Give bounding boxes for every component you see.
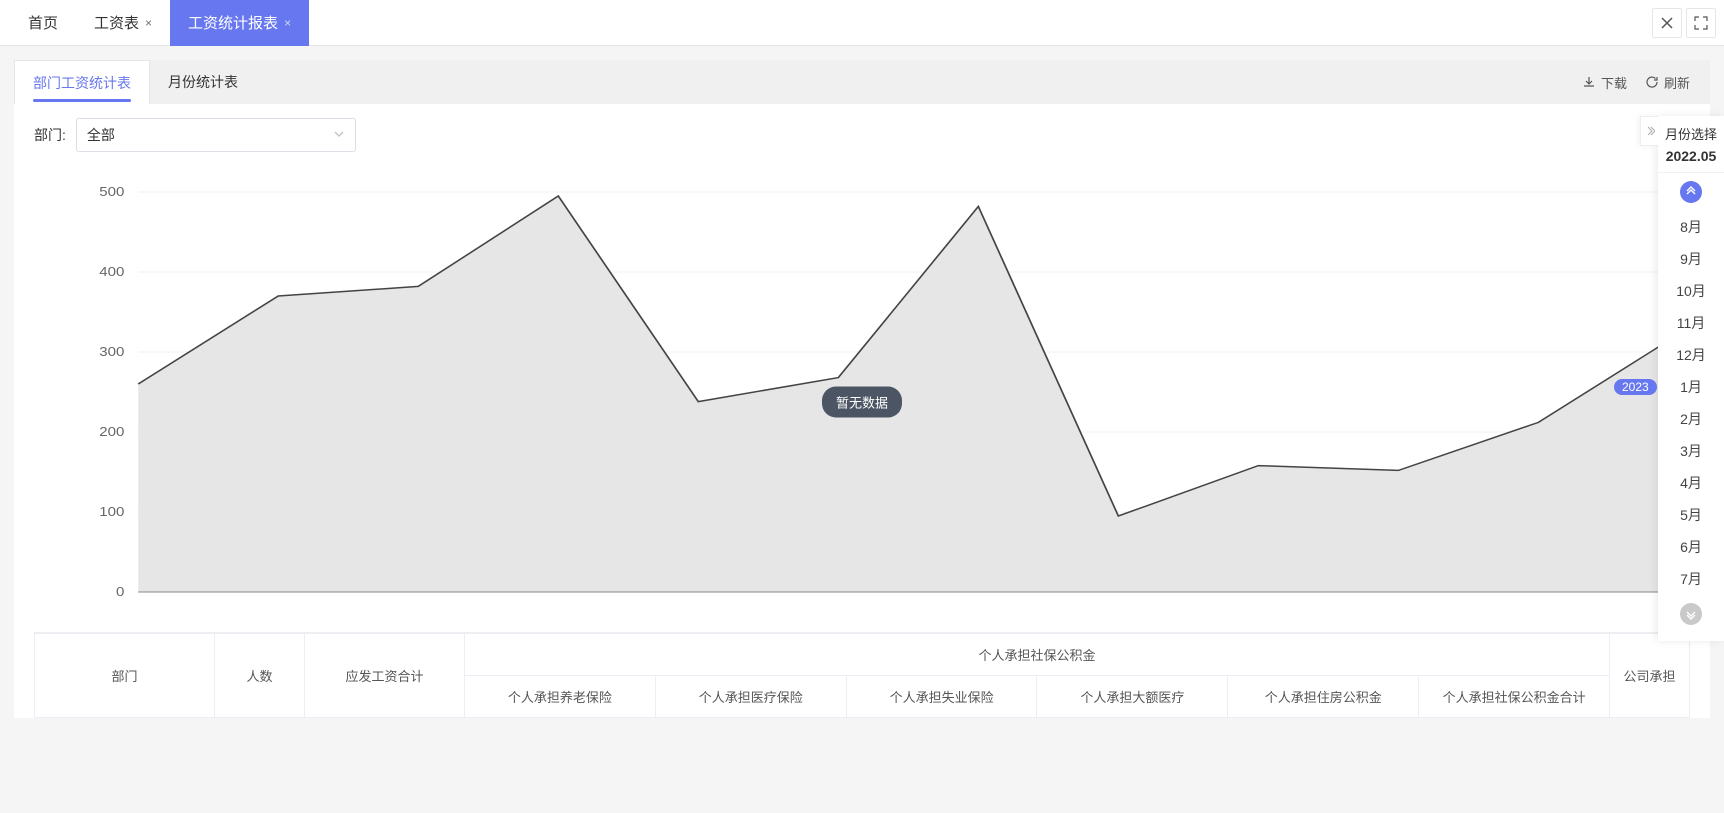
chart-empty-tooltip: 暂无数据 [822,387,902,418]
fullscreen-icon[interactable] [1686,8,1716,38]
month-item[interactable]: 8月 [1658,211,1724,243]
month-item[interactable]: 3月 [1658,435,1724,467]
close-icon[interactable]: × [145,16,152,30]
table-header-company-partial: 公司承担 [1610,634,1690,718]
top-tab-label: 工资表 [94,12,139,33]
month-item[interactable]: 12月 [1658,339,1724,371]
svg-text:300: 300 [99,344,124,359]
scroll-up-icon[interactable] [1680,181,1702,203]
refresh-button[interactable]: 刷新 [1645,73,1690,92]
top-right-toolbar [1652,8,1724,38]
refresh-label: 刷新 [1664,73,1690,92]
table-subheader: 个人承担失业保险 [846,676,1037,718]
table-header-department: 部门 [35,634,215,718]
sub-tab-department-salary[interactable]: 部门工资统计表 [14,60,150,104]
table-subheader: 个人承担住房公积金 [1228,676,1419,718]
download-icon [1582,75,1596,89]
department-filter-label: 部门: [34,125,66,145]
month-picker-sidebar: 月份选择 2022.05 8月9月10月11月12月1月20232月3月4月5月… [1658,116,1724,641]
download-button[interactable]: 下载 [1582,73,1627,92]
table-subheader: 个人承担社保公积金合计 [1419,676,1610,718]
month-item[interactable]: 4月 [1658,467,1724,499]
month-item[interactable]: 10月 [1658,275,1724,307]
salary-area-chart: 0 100 200 300 400 500 暂无数据 [34,172,1690,632]
refresh-icon [1645,75,1659,89]
close-icon[interactable]: × [284,16,291,30]
year-badge: 2023 [1614,379,1657,395]
month-item[interactable]: 9月 [1658,243,1724,275]
table-subheader: 个人承担医疗保险 [655,676,846,718]
month-item[interactable]: 5月 [1658,499,1724,531]
month-item[interactable]: 11月 [1658,307,1724,339]
svg-text:400: 400 [99,264,124,279]
top-tab-salary-report[interactable]: 工资统计报表 × [170,0,309,46]
month-item[interactable]: 6月 [1658,531,1724,563]
month-item[interactable]: 7月 [1658,563,1724,595]
sidebar-collapse-handle[interactable] [1640,116,1658,146]
chevron-down-icon [333,127,345,143]
sub-tab-label: 部门工资统计表 [33,73,131,93]
top-tabs-bar: 首页 工资表 × 工资统计报表 × [0,0,1724,46]
month-picker-title: 月份选择 [1658,116,1724,146]
table-header-count: 人数 [215,634,305,718]
table-subheader: 个人承担大额医疗 [1037,676,1228,718]
department-select[interactable]: 全部 [76,118,356,152]
filter-row: 部门: 全部 [34,118,1690,152]
month-item[interactable]: 2月 [1658,403,1724,435]
table-header-payable: 应发工资合计 [305,634,465,718]
table-subheader: 个人承担养老保险 [465,676,656,718]
scroll-down-icon[interactable] [1680,603,1702,625]
svg-text:0: 0 [116,584,125,599]
top-tab-salary[interactable]: 工资表 × [76,0,170,46]
table-header-group-personal-insurance: 个人承担社保公积金 [465,634,1610,676]
top-tab-label: 首页 [28,12,58,33]
top-tab-label: 工资统计报表 [188,12,278,33]
month-item[interactable]: 1月2023 [1658,371,1724,403]
sub-tabs-bar: 部门工资统计表 月份统计表 下载 刷新 [14,60,1710,104]
svg-text:100: 100 [99,504,124,519]
close-all-tabs-icon[interactable] [1652,8,1682,38]
sub-tab-label: 月份统计表 [168,72,238,92]
month-picker-current: 2022.05 [1658,146,1724,173]
svg-text:200: 200 [99,424,124,439]
department-select-value: 全部 [87,125,115,145]
salary-table: 部门 人数 应发工资合计 个人承担社保公积金 公司承担 个人承担养老保险 个人承… [34,632,1690,718]
download-label: 下载 [1601,73,1627,92]
svg-text:500: 500 [99,184,124,199]
top-tab-home[interactable]: 首页 [10,0,76,46]
sub-tab-month-stats[interactable]: 月份统计表 [150,60,256,104]
